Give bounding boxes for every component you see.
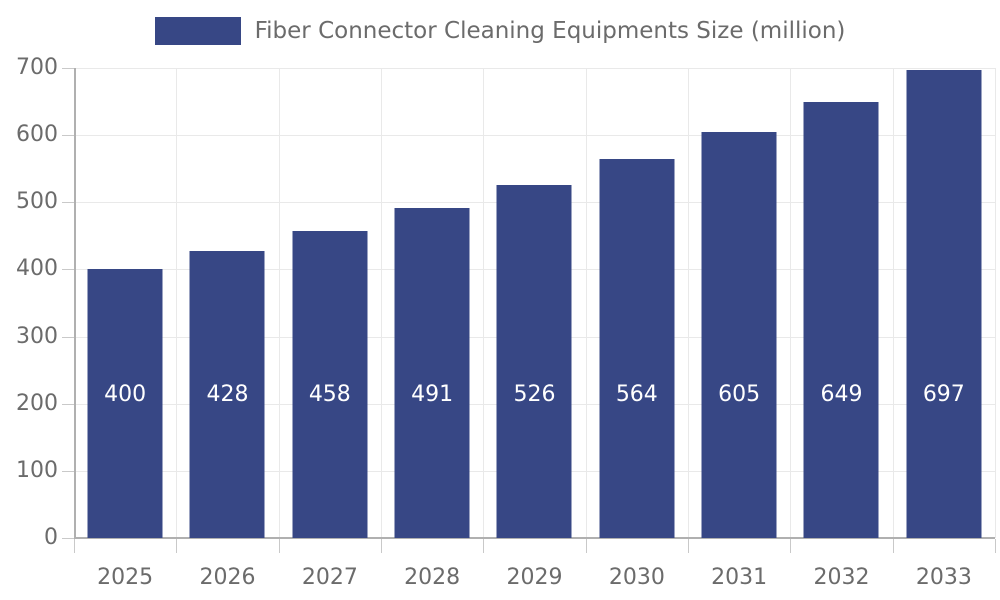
- bar-value-label-2028: 491: [411, 382, 454, 407]
- bar-value-label-2032: 649: [820, 382, 863, 407]
- bar-group-2031[interactable]: 605: [688, 68, 790, 538]
- x-tick-mark-6: [688, 539, 689, 553]
- y-tick-mark-300: [62, 336, 74, 338]
- bar-2032[interactable]: 649: [803, 102, 879, 538]
- bar-group-2032[interactable]: 649: [790, 68, 892, 538]
- bar-series: 400 428 458 491 526 564 605 649 697: [74, 68, 995, 538]
- bar-group-2033[interactable]: 697: [893, 68, 995, 538]
- x-tick-label-2032: 2032: [813, 565, 870, 590]
- bar-2027[interactable]: 458: [292, 230, 368, 538]
- x-tick-mark-1: [176, 539, 177, 553]
- bar-value-label-2027: 458: [308, 382, 351, 407]
- gridline-x-3: [381, 68, 382, 538]
- x-tick-mark-3: [381, 539, 382, 553]
- bar-group-2029[interactable]: 526: [483, 68, 585, 538]
- bar-value-label-2033: 697: [922, 382, 965, 407]
- x-tick-mark-9: [995, 539, 996, 553]
- gridline-x-8: [893, 68, 894, 538]
- bar-2028[interactable]: 491: [394, 208, 470, 538]
- bar-2029[interactable]: 526: [496, 184, 572, 538]
- x-tick-label-2027: 2027: [301, 565, 358, 590]
- bar-2031[interactable]: 605: [701, 131, 777, 538]
- x-tick-label-2031: 2031: [711, 565, 768, 590]
- bar-2026[interactable]: 428: [189, 250, 265, 538]
- gridline-x-5: [586, 68, 587, 538]
- x-tick-label-2028: 2028: [404, 565, 461, 590]
- bar-value-label-2030: 564: [615, 382, 658, 407]
- bar-group-2027[interactable]: 458: [279, 68, 381, 538]
- bar-value-label-2026: 428: [206, 382, 249, 407]
- x-tick-mark-4: [483, 539, 484, 553]
- legend-swatch-series-1: [154, 17, 241, 45]
- gridline-y-700: [74, 68, 995, 69]
- x-tick-mark-5: [586, 539, 587, 553]
- y-axis-line: [74, 68, 76, 538]
- y-tick-label-300: 300: [16, 323, 58, 349]
- gridline-x-7: [790, 68, 791, 538]
- x-tick-label-2026: 2026: [199, 565, 256, 590]
- x-tick-label-2025: 2025: [97, 565, 154, 590]
- gridline-x-4: [483, 68, 484, 538]
- x-axis-line: [74, 537, 995, 539]
- bar-group-2028[interactable]: 491: [381, 68, 483, 538]
- y-tick-label-600: 600: [16, 122, 58, 148]
- x-tick-mark-0: [74, 539, 75, 553]
- y-tick-label-0: 0: [44, 525, 58, 550]
- gridline-y-600: [74, 135, 995, 137]
- y-tick-mark-600: [62, 135, 74, 137]
- x-tick-mark-7: [790, 539, 791, 553]
- bar-value-label-2029: 526: [513, 382, 556, 407]
- bar-group-2026[interactable]: 428: [176, 68, 278, 538]
- y-tick-mark-500: [62, 202, 74, 204]
- y-tick-mark-200: [62, 403, 74, 405]
- x-tick-label-2030: 2030: [608, 565, 665, 590]
- legend-label-series-1: Fiber Connector Cleaning Equipments Size…: [254, 17, 846, 44]
- y-tick-mark-100: [62, 470, 74, 472]
- gridline-x-2: [279, 68, 280, 538]
- x-axis-ticks: 2025 2026 2027 2028 2029 2030 2031 2032 2033: [74, 539, 996, 599]
- y-tick-label-400: 400: [16, 256, 58, 282]
- bar-value-label-2025: 400: [104, 382, 147, 407]
- x-tick-label-2029: 2029: [506, 565, 563, 590]
- bar-2025[interactable]: 400: [87, 269, 163, 538]
- y-tick-label-200: 200: [16, 390, 58, 416]
- y-tick-mark-0: [62, 538, 74, 539]
- x-tick-mark-2: [279, 539, 280, 553]
- gridline-x-9: [995, 68, 996, 538]
- bar-group-2030[interactable]: 564: [586, 68, 688, 538]
- y-tick-label-500: 500: [16, 189, 58, 215]
- y-tick-label-100: 100: [16, 457, 58, 483]
- y-tick-label-700: 700: [16, 55, 58, 80]
- y-tick-mark-400: [62, 269, 74, 271]
- bar-2030[interactable]: 564: [599, 159, 675, 538]
- y-tick-mark-700: [62, 68, 74, 69]
- bar-2033[interactable]: 697: [906, 70, 982, 538]
- gridline-x-6: [688, 68, 689, 538]
- gridline-x-1: [176, 68, 177, 538]
- x-tick-label-2033: 2033: [915, 565, 972, 590]
- bar-group-2025[interactable]: 400: [74, 68, 176, 538]
- bar-value-label-2031: 605: [718, 382, 761, 407]
- chart-legend: Fiber Connector Cleaning Equipments Size…: [0, 12, 1000, 50]
- x-tick-mark-8: [893, 539, 894, 553]
